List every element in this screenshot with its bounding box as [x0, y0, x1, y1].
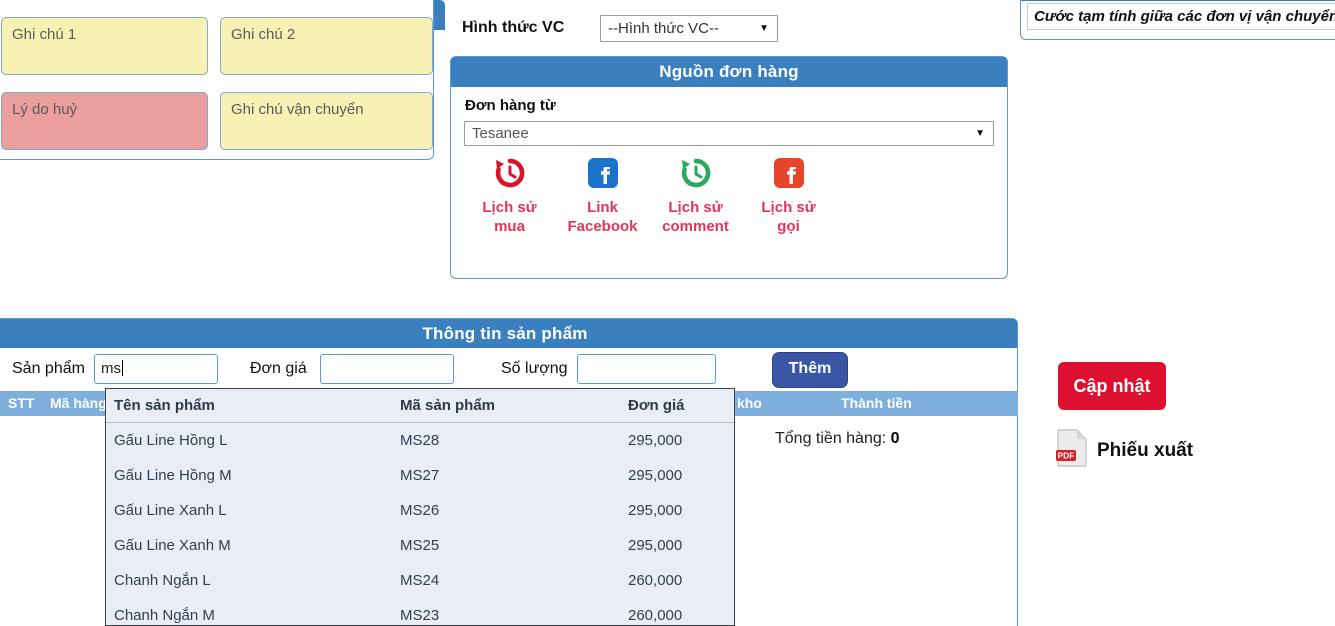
suggestion-code: MS28	[400, 432, 440, 449]
link-lich-su-mua[interactable]: Lịch sử mua	[463, 152, 556, 236]
note-1-field[interactable]: Ghi chú 1	[1, 17, 208, 75]
export-pdf-button[interactable]: PDF Phiếu xuất	[1055, 428, 1193, 473]
cancel-reason-placeholder: Lý do huỷ	[12, 101, 78, 118]
list-item[interactable]: Gấu Line Xanh M MS25 295,000	[106, 528, 734, 563]
cancel-reason-field[interactable]: Lý do huỷ	[1, 92, 208, 150]
note-1-placeholder: Ghi chú 1	[12, 26, 77, 43]
suggestion-name: Chanh Ngắn L	[114, 572, 211, 589]
shipping-fee-title	[1021, 0, 1335, 1]
suggestion-code: MS26	[400, 502, 440, 519]
order-source-title: Nguồn đơn hàng	[451, 57, 1007, 87]
unit-price-input[interactable]	[320, 354, 454, 384]
suggestion-price: 295,000	[628, 502, 683, 519]
suggestion-code: MS27	[400, 467, 440, 484]
shipping-method-row: Hình thức VC --Hình thức VC-- ▼	[462, 15, 792, 45]
total-amount-row: Tổng tiền hàng: 0	[775, 430, 900, 448]
note-2-field[interactable]: Ghi chú 2	[220, 17, 433, 75]
shipping-method-label: Hình thức VC	[462, 19, 565, 36]
link-lich-su-mua-line1: Lịch sử	[482, 199, 537, 216]
note-2-placeholder: Ghi chú 2	[231, 26, 296, 43]
add-product-button[interactable]: Thêm	[772, 352, 848, 388]
order-source-panel: Nguồn đơn hàng Đơn hàng từ Tesanee ▼ Lịc…	[450, 56, 1008, 279]
order-source-links: Lịch sử mua Link Facebook	[463, 152, 835, 236]
list-item[interactable]: Chanh Ngắn M MS23 260,000	[106, 598, 734, 625]
suggestion-price: 295,000	[628, 432, 683, 449]
product-info-title: Thông tin sản phẩm	[0, 319, 1017, 348]
history-green-icon	[649, 152, 742, 194]
shipping-fee-panel: Cước tạm tính giữa các đơn vị vận chuyển	[1020, 0, 1335, 40]
product-name-value: ms	[101, 360, 121, 377]
suggestion-name: Gấu Line Xanh L	[114, 502, 227, 519]
shipping-fee-note: Cước tạm tính giữa các đơn vị vận chuyển	[1027, 3, 1335, 30]
grid-col-thanh-tien: Thành tiền	[841, 395, 912, 411]
history-red-icon	[463, 152, 556, 194]
suggestion-col-name: Tên sản phẩm	[106, 389, 392, 423]
suggestion-name: Gấu Line Hồng L	[114, 432, 228, 449]
link-facebook[interactable]: Link Facebook	[556, 152, 649, 236]
link-facebook-line2: Facebook	[567, 218, 638, 235]
suggestion-col-code: Mã sản phẩm	[392, 389, 620, 423]
order-source-value: Tesanee	[472, 125, 529, 142]
suggestion-price: 260,000	[628, 607, 683, 624]
grid-col-ma-hang: Mã hàng	[50, 395, 107, 411]
link-facebook-line1: Link	[587, 199, 618, 216]
unit-price-label: Đơn giá	[250, 360, 307, 377]
list-item[interactable]: Gấu Line Hồng M MS27 295,000	[106, 458, 734, 493]
suggestion-name: Gấu Line Hồng M	[114, 467, 232, 484]
shipping-note-field[interactable]: Ghi chú vận chuyển	[220, 92, 433, 150]
suggestion-name: Chanh Ngắn M	[114, 607, 215, 624]
shipping-note-placeholder: Ghi chú vận chuyển	[231, 101, 364, 118]
link-lich-su-goi-line1: Lịch sử	[761, 199, 816, 216]
shipping-method-value: --Hình thức VC--	[608, 20, 719, 37]
suggestion-code: MS25	[400, 537, 440, 554]
suggestion-code: MS24	[400, 572, 440, 589]
list-item[interactable]: Chanh Ngắn L MS24 260,000	[106, 563, 734, 598]
product-suggestion-dropdown[interactable]: Tên sản phẩm Mã sản phẩm Đơn giá Gấu Lin…	[105, 388, 735, 626]
order-source-field-label: Đơn hàng từ	[465, 97, 556, 114]
update-button[interactable]: Cập nhật	[1058, 362, 1166, 410]
export-pdf-label: Phiếu xuất	[1097, 439, 1194, 461]
total-amount-value: 0	[890, 430, 900, 447]
text-caret	[122, 360, 123, 376]
grid-col-kho: kho	[737, 395, 762, 411]
product-suggestion-table: Tên sản phẩm Mã sản phẩm Đơn giá Gấu Lin…	[106, 389, 734, 625]
order-source-select[interactable]: Tesanee ▼	[464, 121, 994, 146]
suggestion-code: MS23	[400, 607, 440, 624]
suggestion-price: 260,000	[628, 572, 683, 589]
link-lich-su-comment-line1: Lịch sử	[668, 199, 723, 216]
link-lich-su-goi[interactable]: Lịch sử gọi	[742, 152, 835, 236]
facebook-blue-icon	[556, 152, 649, 194]
suggestion-header-row: Tên sản phẩm Mã sản phẩm Đơn giá	[106, 389, 734, 423]
quantity-input[interactable]	[577, 354, 716, 384]
product-name-label: Sản phẩm	[12, 360, 85, 377]
list-item[interactable]: Gấu Line Xanh L MS26 295,000	[106, 493, 734, 528]
suggestion-col-price: Đơn giá	[620, 389, 734, 423]
product-name-input[interactable]: ms	[94, 354, 218, 384]
total-amount-label: Tổng tiền hàng:	[775, 430, 887, 447]
chevron-down-icon: ▼	[975, 127, 985, 139]
quantity-label: Số lượng	[501, 360, 568, 377]
grid-col-stt: STT	[8, 395, 35, 411]
link-lich-su-comment-line2: comment	[662, 218, 729, 235]
shipping-method-select[interactable]: --Hình thức VC-- ▼	[600, 15, 778, 42]
notes-panel: Ghi chú 1 Ghi chú 2 Lý do huỷ Ghi chú vậ…	[0, 0, 434, 160]
chevron-down-icon: ▼	[759, 22, 769, 34]
facebook-red-icon	[742, 152, 835, 194]
link-lich-su-comment[interactable]: Lịch sử comment	[649, 152, 742, 236]
suggestion-price: 295,000	[628, 537, 683, 554]
list-item[interactable]: Gấu Line Hồng L MS28 295,000	[106, 423, 734, 459]
suggestion-price: 295,000	[628, 467, 683, 484]
svg-text:PDF: PDF	[1058, 451, 1075, 461]
link-lich-su-goi-line2: gọi	[777, 218, 800, 235]
link-lich-su-mua-line2: mua	[494, 218, 525, 235]
suggestion-name: Gấu Line Xanh M	[114, 537, 231, 554]
pdf-icon: PDF	[1055, 428, 1089, 473]
